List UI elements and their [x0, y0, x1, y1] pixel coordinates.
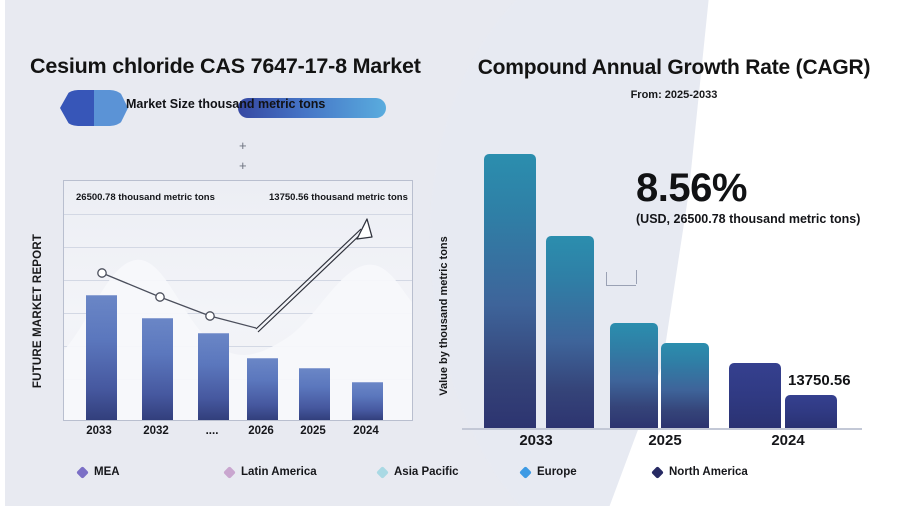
- legend-label: North America: [669, 466, 748, 478]
- bar-mid: [198, 333, 229, 420]
- page-title-left: Cesium chloride CAS 7647-17-8 Market: [30, 54, 421, 78]
- plus-icon: +: [239, 138, 247, 153]
- legend-marker-icon: [76, 465, 89, 479]
- left-chart-panel: 26500.78 thousand metric tons 13750.56 t…: [63, 180, 413, 421]
- plus-icon: +: [239, 158, 247, 173]
- x-tick-label: 2033: [86, 425, 112, 437]
- x-tick-label: 2024: [353, 425, 379, 437]
- x-tick-label: ....: [205, 425, 219, 437]
- legend-marker-icon: [223, 465, 236, 479]
- left-chart-trend-overlay: [97, 218, 373, 333]
- axis-tick-decoration: [636, 270, 637, 284]
- logo-right-shape: [94, 90, 128, 126]
- left-chart-end-annotation: 13750.56 thousand metric tons: [269, 192, 408, 203]
- legend-marker-icon: [519, 465, 532, 479]
- legend-label: MEA: [94, 466, 120, 478]
- page-subtitle-right: From: 2025-2033: [630, 89, 718, 101]
- left-chart-bars: [64, 181, 412, 420]
- left-chart-x-axis: 2033 2032 .... 2026 2025 2024: [63, 425, 413, 445]
- cagr-unit-note: (USD, 26500.78 thousand metric tons): [636, 212, 861, 226]
- bar-2033-a: [484, 154, 536, 428]
- bar-2025-a: [610, 323, 658, 428]
- right-chart-x-axis: 2033 2025 2024: [462, 432, 882, 454]
- bar-2025-b: [661, 343, 709, 428]
- market-size-pill: [238, 98, 386, 118]
- bar-2026: [247, 358, 278, 420]
- legend-marker-icon: [651, 465, 664, 479]
- brand-logo-icon: [60, 90, 128, 126]
- background-left-edge: [0, 0, 5, 506]
- x-tick-label: 2025: [648, 432, 682, 449]
- bar-data-label-2024: 13750.56: [788, 372, 851, 389]
- right-chart-y-axis-label: Value by thousand metric tons: [438, 236, 450, 396]
- legend-item-mea[interactable]: MEA: [76, 465, 120, 479]
- x-tick-label: 2032: [143, 425, 169, 437]
- bar-2033-b: [546, 236, 594, 428]
- chart-legend: MEA Latin America Asia Pacific Europe No…: [76, 465, 818, 488]
- x-tick-label: 2025: [300, 425, 326, 437]
- market-size-label: Market Size thousand metric tons: [126, 97, 326, 111]
- bar-2025: [299, 368, 330, 420]
- x-tick-label: 2024: [771, 432, 805, 449]
- bar-2024-a: [729, 363, 781, 428]
- left-chart-start-annotation: 26500.78 thousand metric tons: [76, 192, 215, 203]
- bar-2024: [352, 382, 383, 420]
- legend-item-asia-pacific[interactable]: Asia Pacific: [376, 465, 459, 479]
- left-chart-y-axis-label: FUTURE MARKET REPORT: [32, 233, 44, 389]
- right-chart-bars: [462, 140, 882, 428]
- bar-2024-b: [785, 395, 837, 428]
- legend-label: Asia Pacific: [394, 466, 459, 478]
- legend-item-europe[interactable]: Europe: [519, 465, 577, 479]
- legend-item-north-america[interactable]: North America: [651, 465, 748, 479]
- legend-marker-icon: [376, 465, 389, 479]
- bar-2033: [86, 295, 117, 420]
- bar-2032: [142, 318, 173, 420]
- legend-label: Europe: [537, 466, 577, 478]
- x-tick-label: 2033: [519, 432, 553, 449]
- page-title-right: Compound Annual Growth Rate (CAGR): [477, 56, 871, 79]
- x-tick-label: 2026: [248, 425, 274, 437]
- right-chart-baseline: [462, 428, 862, 430]
- legend-item-latin-america[interactable]: Latin America: [223, 465, 317, 479]
- cagr-value: 8.56%: [636, 166, 747, 210]
- axis-tick-decoration: [606, 272, 636, 286]
- legend-label: Latin America: [241, 466, 317, 478]
